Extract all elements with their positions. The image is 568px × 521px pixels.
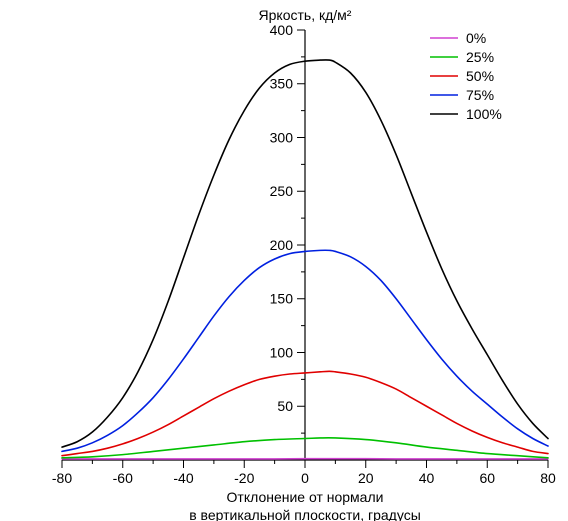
legend-label: 75% (466, 87, 494, 103)
y-axis-title: Яркость, кд/м² (259, 7, 352, 23)
legend-label: 100% (466, 106, 502, 122)
x-tick-label: 20 (358, 470, 374, 486)
x-tick-label: -80 (52, 470, 72, 486)
x-tick-label: 80 (540, 470, 556, 486)
y-tick-label: 50 (277, 398, 293, 414)
brightness-vs-angle-chart: -80 -60 -40 -20 0 20 40 60 80 50 100 150 200 250 300 35… (0, 0, 568, 521)
y-tick-label: 350 (270, 76, 294, 92)
x-tick-label: -20 (234, 470, 254, 486)
legend-label: 0% (466, 30, 486, 46)
y-tick-label: 250 (270, 183, 294, 199)
chart-svg: -80 -60 -40 -20 0 20 40 60 80 50 100 150 200 250 300 35… (0, 0, 568, 521)
legend-label: 25% (466, 49, 494, 65)
x-tick-label: -60 (113, 470, 133, 486)
y-tick-label: 200 (270, 237, 294, 253)
y-tick-label: 300 (270, 129, 294, 145)
x-tick-label: 40 (419, 470, 435, 486)
y-tick-label: 100 (270, 344, 294, 360)
legend-label: 50% (466, 68, 494, 84)
x-axis-title-line1: Отклонение от нормали (227, 489, 384, 505)
y-tick-label: 400 (270, 22, 294, 38)
x-tick-label: -40 (173, 470, 193, 486)
y-tick-label: 150 (270, 291, 294, 307)
x-tick-label: 60 (479, 470, 495, 486)
x-tick-label: 0 (301, 470, 309, 486)
x-axis-title-line2: в вертикальной плоскости, градусы (189, 507, 421, 521)
